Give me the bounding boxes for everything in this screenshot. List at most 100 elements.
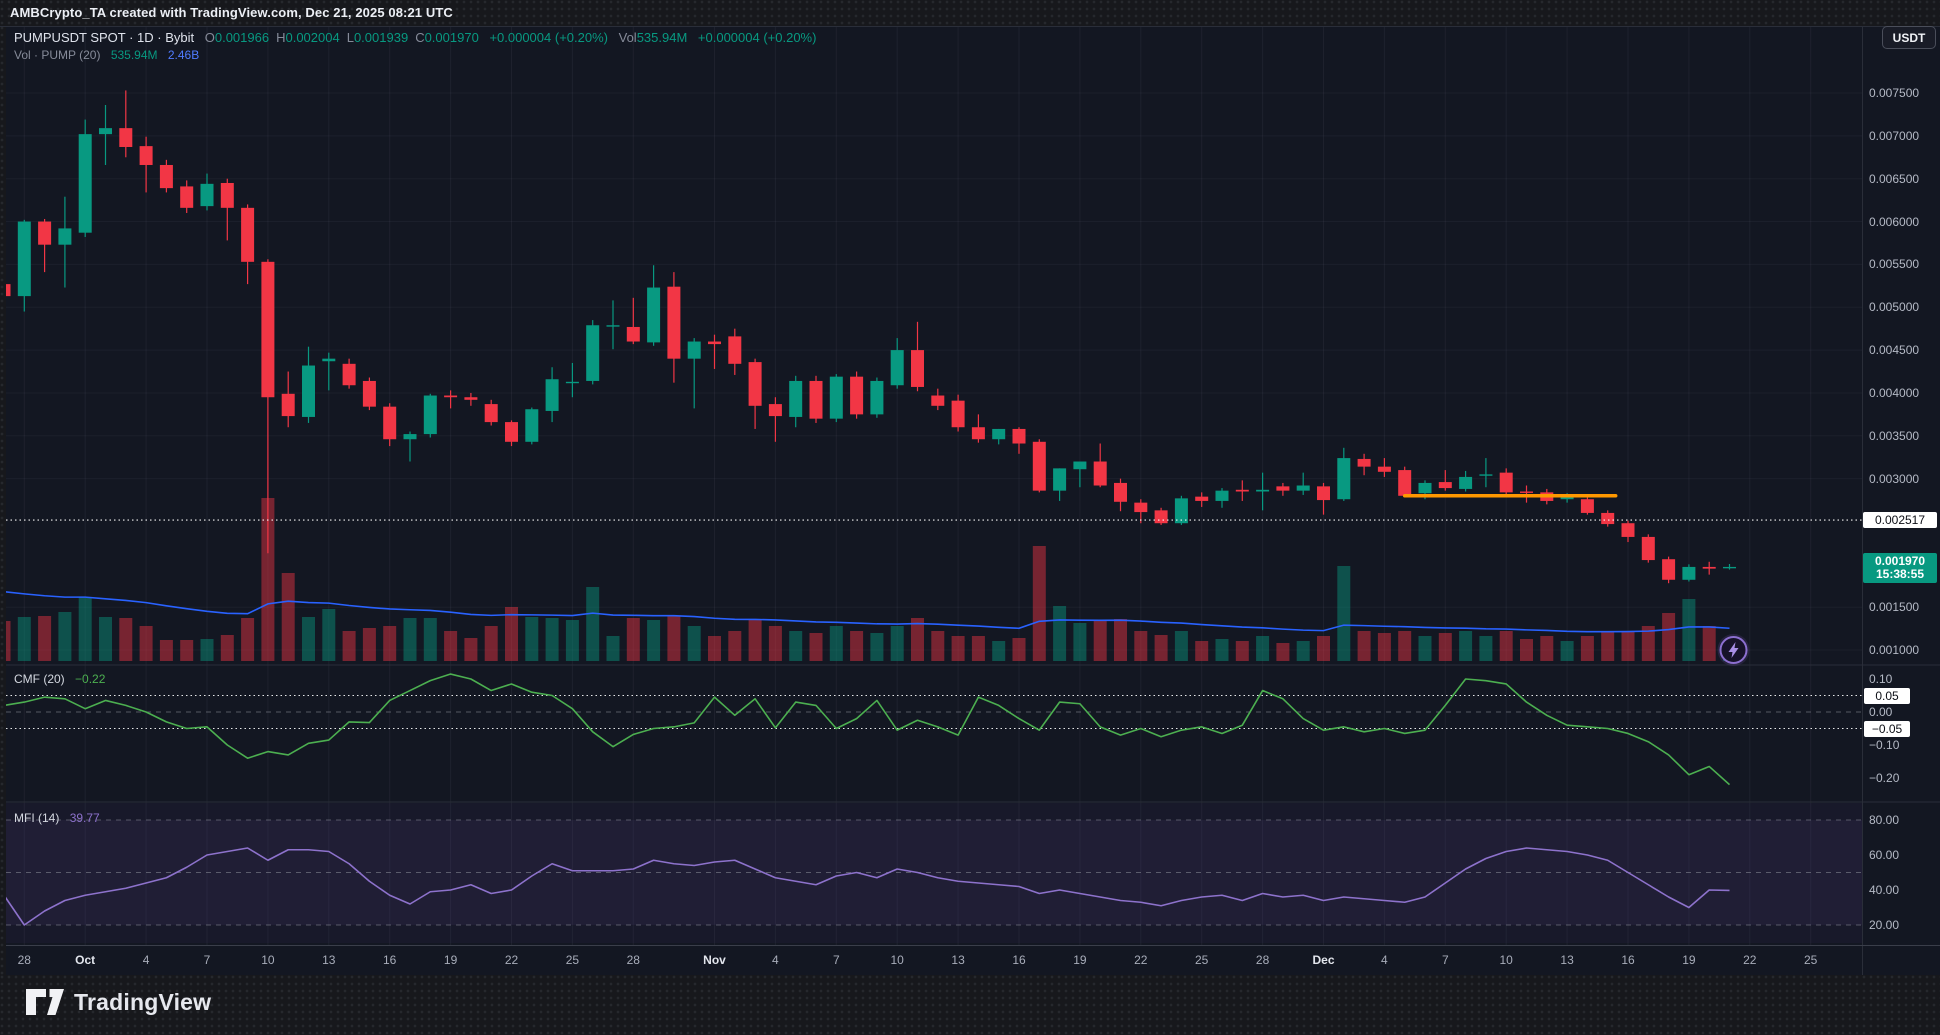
cmf-tick-label: −0.20 bbox=[1869, 771, 1900, 785]
candle-body bbox=[1235, 489, 1249, 492]
time-axis-label[interactable]: 16 bbox=[1621, 953, 1635, 967]
time-axis-label[interactable]: 28 bbox=[626, 953, 640, 967]
volume-bar bbox=[200, 639, 214, 661]
cmf-tick-label: −0.10 bbox=[1869, 738, 1900, 752]
time-axis-label[interactable]: 4 bbox=[142, 953, 150, 967]
lightning-bolt-icon[interactable] bbox=[1728, 642, 1739, 658]
candle-body bbox=[342, 363, 356, 386]
mfi-legend[interactable]: MFI (14) 39.77 bbox=[14, 811, 100, 825]
time-axis-label[interactable]: 13 bbox=[951, 953, 965, 967]
volume-bar bbox=[362, 628, 376, 661]
time-axis-label[interactable]: 28 bbox=[1255, 953, 1270, 967]
time-axis-label[interactable]: 19 bbox=[1073, 953, 1087, 967]
time-axis-label[interactable]: 16 bbox=[383, 953, 397, 967]
volume-bar bbox=[1012, 638, 1026, 661]
candle-body bbox=[1114, 482, 1127, 502]
candle-body bbox=[1499, 472, 1513, 493]
time-axis-label[interactable]: 13 bbox=[322, 953, 336, 967]
time-axis-label[interactable]: 4 bbox=[772, 953, 779, 967]
volume-bar bbox=[383, 626, 397, 661]
time-axis-label[interactable]: 25 bbox=[1195, 953, 1209, 967]
time-axis-label[interactable]: Oct bbox=[75, 953, 96, 967]
candle-body bbox=[1154, 510, 1168, 524]
time-axis-label[interactable]: 13 bbox=[1560, 953, 1574, 967]
time-axis-separator bbox=[0, 945, 1940, 946]
candle-body bbox=[971, 427, 985, 440]
mfi-name: MFI (14) bbox=[14, 811, 60, 825]
cmf-tick-label: 0.00 bbox=[1869, 705, 1893, 719]
ohlc-value: 0.001939 bbox=[353, 30, 409, 45]
ohlc-values: O0.001966 H0.002004 L0.001939 C0.001970 bbox=[205, 30, 486, 45]
volume-bar bbox=[1702, 626, 1716, 661]
cmf-tick-label: 0.10 bbox=[1869, 672, 1893, 686]
time-axis-label[interactable]: 22 bbox=[1134, 953, 1148, 967]
candle-body bbox=[302, 365, 315, 417]
volume-bar bbox=[78, 597, 92, 661]
time-axis-label[interactable]: 7 bbox=[203, 953, 211, 967]
volume-bar bbox=[992, 641, 1006, 661]
volume-bar bbox=[505, 607, 518, 661]
time-axis-label[interactable]: 7 bbox=[1441, 953, 1449, 967]
volume-bar bbox=[1540, 636, 1554, 661]
vol-label: Vol bbox=[618, 30, 637, 45]
price-tick-label: 0.003000 bbox=[1869, 471, 1920, 486]
symbol-legend[interactable]: PUMPUSDT SPOT · 1D · Bybit O0.001966 H0.0… bbox=[14, 30, 816, 45]
time-axis-label[interactable]: 28 bbox=[17, 953, 31, 967]
volume-indicator-legend[interactable]: Vol · PUMP (20) 535.94M 2.46B bbox=[14, 48, 199, 62]
time-axis-label[interactable]: Nov bbox=[703, 953, 726, 967]
candle-body bbox=[870, 380, 884, 415]
volume-bar bbox=[971, 636, 985, 661]
time-axis-label[interactable]: 10 bbox=[261, 953, 275, 967]
chart-background bbox=[0, 26, 1940, 975]
candle-body bbox=[119, 128, 133, 147]
volume-bar bbox=[1601, 631, 1615, 661]
candle-body bbox=[17, 221, 31, 297]
candle-body bbox=[383, 406, 397, 440]
candle-body bbox=[1580, 499, 1594, 513]
volume-bar bbox=[1174, 631, 1188, 661]
time-axis-label[interactable]: 19 bbox=[443, 953, 458, 967]
time-axis-label[interactable]: 25 bbox=[565, 953, 580, 967]
price-axis-separator bbox=[1862, 26, 1863, 975]
time-axis-label[interactable]: 25 bbox=[1804, 953, 1818, 967]
volume-bar bbox=[768, 626, 782, 661]
time-axis-label[interactable]: 10 bbox=[1499, 953, 1513, 967]
cmf-name: CMF (20) bbox=[14, 672, 65, 686]
time-axis-label[interactable]: 22 bbox=[504, 953, 519, 967]
symbol-title: PUMPUSDT SPOT · 1D · Bybit bbox=[14, 30, 195, 45]
candle-body bbox=[1702, 566, 1716, 569]
volume-bar bbox=[1317, 636, 1330, 661]
volume-bar bbox=[1459, 631, 1473, 661]
candle-body bbox=[1723, 566, 1736, 569]
cmf-value: −0.22 bbox=[75, 672, 106, 686]
time-axis-label[interactable]: 4 bbox=[1381, 953, 1388, 967]
candle-body bbox=[728, 336, 742, 364]
volume-bar bbox=[1499, 631, 1513, 661]
volume-bar bbox=[1337, 566, 1351, 661]
tradingview-logo[interactable]: TradingView bbox=[26, 988, 211, 1016]
candle-body bbox=[180, 186, 194, 208]
candle-body bbox=[1377, 466, 1391, 472]
mfi-value: 39.77 bbox=[69, 811, 100, 825]
candle-body bbox=[1215, 490, 1229, 501]
volume-bar bbox=[119, 618, 133, 661]
volume-bar bbox=[261, 498, 275, 661]
candle-body bbox=[200, 183, 214, 207]
volume-bar bbox=[647, 620, 661, 661]
volume-bar bbox=[1438, 633, 1452, 661]
candle-body bbox=[850, 376, 864, 415]
time-axis-label[interactable]: 22 bbox=[1743, 953, 1757, 967]
time-axis-label[interactable]: 10 bbox=[890, 953, 904, 967]
volume-bar bbox=[342, 631, 356, 661]
cmf-legend[interactable]: CMF (20) −0.22 bbox=[14, 672, 105, 686]
vol-value: 535.94M bbox=[636, 30, 688, 45]
candle-body bbox=[890, 350, 904, 386]
currency-toggle-button[interactable]: USDT bbox=[1882, 26, 1936, 49]
time-axis-label[interactable]: Dec bbox=[1312, 953, 1335, 967]
candle-body bbox=[626, 326, 640, 342]
time-axis-label[interactable]: 19 bbox=[1682, 953, 1696, 967]
time-axis-label[interactable]: 16 bbox=[1012, 953, 1026, 967]
tradingview-wordmark: TradingView bbox=[74, 988, 212, 1015]
time-axis-label[interactable]: 7 bbox=[832, 953, 840, 967]
